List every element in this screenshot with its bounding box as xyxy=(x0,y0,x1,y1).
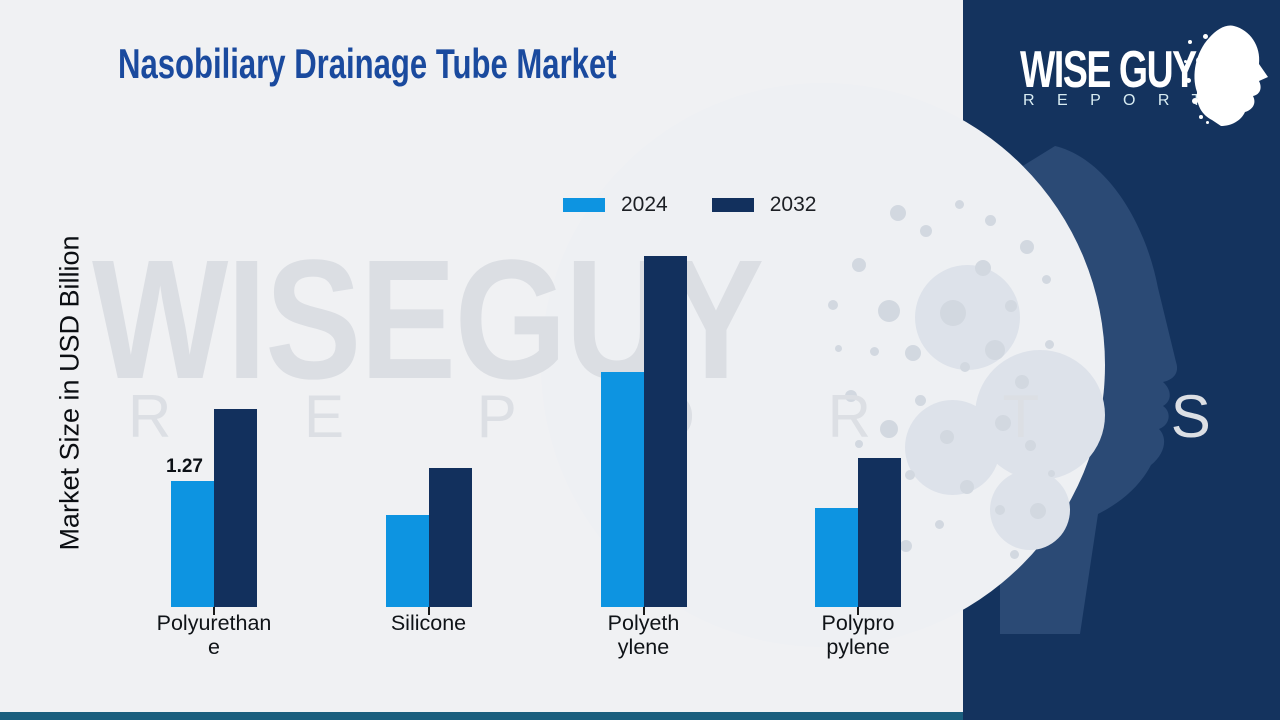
y-axis-label: Market Size in USD Billion xyxy=(54,235,85,551)
brain-dot xyxy=(905,345,921,361)
logo-dot xyxy=(1192,98,1198,104)
brain-dot xyxy=(835,345,842,352)
legend-item-2024: 2024 xyxy=(563,193,668,217)
brain-dot xyxy=(920,225,932,237)
brain-dot xyxy=(915,395,926,406)
legend-swatch-2032 xyxy=(711,198,754,212)
category-label-polyethylene: Polyeth ylene xyxy=(607,611,680,659)
logo-dot xyxy=(1218,114,1223,119)
logo-dot xyxy=(1232,54,1239,61)
logo-dot xyxy=(1226,34,1229,37)
brain-dot xyxy=(828,300,838,310)
logo-dot xyxy=(1236,70,1240,74)
brain-dot xyxy=(940,300,966,326)
brain-dot xyxy=(960,362,970,372)
legend-item-2032: 2032 xyxy=(711,193,817,217)
bar-2032-polypropylene xyxy=(858,458,901,607)
brain-dot xyxy=(940,430,954,444)
brain-dot xyxy=(1048,470,1055,477)
logo-dot xyxy=(1196,57,1203,64)
brain-dot xyxy=(1020,240,1034,254)
chart-title: Nasobiliary Drainage Tube Market xyxy=(118,40,617,87)
brain-blob xyxy=(915,265,1020,370)
logo-dot xyxy=(1221,84,1228,91)
brain-dot xyxy=(855,440,863,448)
category-label-polypropylene: Polypro pylene xyxy=(821,611,895,659)
brain-dot xyxy=(1042,275,1051,284)
logo-wordmark: WISE GUY xyxy=(1020,41,1197,99)
x-axis-tick xyxy=(642,607,645,615)
brain-dot xyxy=(900,540,912,552)
brain-dot xyxy=(975,260,991,276)
logo-dot xyxy=(1188,40,1192,44)
brain-dot xyxy=(905,470,915,480)
brain-dot xyxy=(985,340,1005,360)
brain-dot xyxy=(890,205,906,221)
logo-dot xyxy=(1184,60,1187,63)
bar-2024-polyurethane xyxy=(171,481,214,607)
logo-reports-text: R E P O R T S xyxy=(1023,92,1244,109)
legend-label-2024: 2024 xyxy=(621,193,668,216)
logo-dot xyxy=(1213,59,1222,68)
brain-dot xyxy=(880,420,898,438)
x-axis-tick xyxy=(857,607,859,615)
legend-swatch-2024 xyxy=(563,198,605,212)
logo-dot xyxy=(1240,40,1244,44)
brain-dot xyxy=(960,480,974,494)
logo-dot xyxy=(1186,78,1191,83)
bar-value-label: 1.27 xyxy=(166,456,203,477)
brain-dot xyxy=(955,200,964,209)
category-label-polyurethane: Polyurethan e xyxy=(156,611,272,659)
logo-dot xyxy=(1199,115,1203,119)
brain-dot xyxy=(1045,340,1054,349)
bar-2032-polyethylene xyxy=(643,256,687,607)
brain-dot xyxy=(852,258,866,272)
bar-2032-polyurethane xyxy=(214,409,257,607)
bottom-accent-strip xyxy=(0,712,1280,720)
legend: 2024 2032 xyxy=(563,193,816,217)
category-label-silicone: Silicone xyxy=(390,611,467,635)
legend-label-2032: 2032 xyxy=(769,193,817,216)
bar-2024-polyethylene xyxy=(600,372,644,607)
brain-dot xyxy=(1015,375,1029,389)
logo-dot xyxy=(1230,100,1235,105)
watermark-reports: R E P O R T S xyxy=(128,383,1269,450)
logo-dot xyxy=(1236,86,1240,90)
logo-dot xyxy=(1219,42,1225,48)
brain-dot xyxy=(845,390,857,402)
bar-2024-silicone xyxy=(385,515,429,607)
brain-dot xyxy=(870,347,879,356)
bar-2024-polypropylene xyxy=(815,508,858,607)
brain-dot xyxy=(1025,440,1036,451)
x-axis-tick xyxy=(427,607,430,615)
logo-dot xyxy=(1203,34,1208,39)
bar-2032-silicone xyxy=(428,468,472,607)
brain-dot xyxy=(995,415,1011,431)
brain-dot xyxy=(1030,503,1046,519)
logo-face-icon xyxy=(1194,25,1268,126)
brain-dot xyxy=(985,215,996,226)
brain-dot xyxy=(1005,300,1017,312)
logo-dot xyxy=(1202,79,1212,89)
x-axis-tick xyxy=(213,607,215,615)
brain-dot xyxy=(878,300,900,322)
brain-dot xyxy=(995,505,1005,515)
brain-dot xyxy=(1010,550,1019,559)
logo-dot xyxy=(1211,102,1219,110)
brain-blob xyxy=(905,400,1000,495)
brain-dot xyxy=(935,520,944,529)
logo-dot xyxy=(1206,121,1209,124)
